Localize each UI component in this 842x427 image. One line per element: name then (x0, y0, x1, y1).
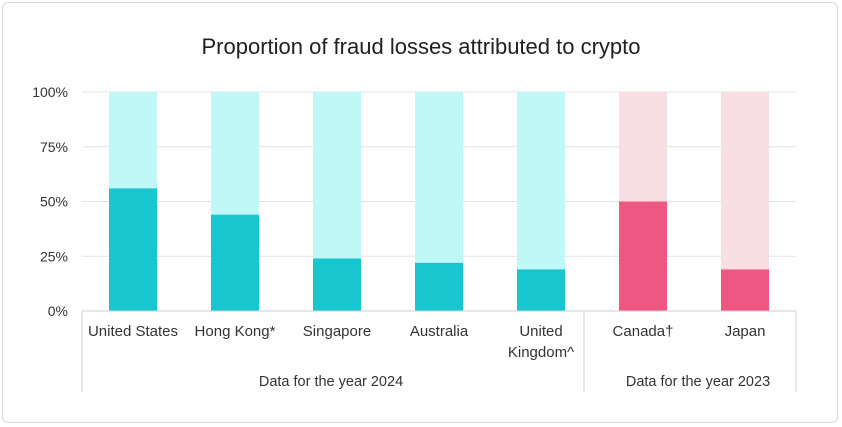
bar-value (517, 269, 565, 311)
x-tick-label: Australia (410, 323, 469, 340)
bar-remainder (517, 92, 565, 270)
x-tick-label: Canada† (613, 323, 674, 340)
bar-remainder (211, 92, 259, 215)
y-tick-label: 100% (32, 84, 68, 100)
y-tick-label: 50% (40, 194, 68, 210)
bar-value (619, 201, 667, 311)
x-tick-label: Japan (725, 323, 766, 340)
chart-title: Proportion of fraud losses attributed to… (201, 34, 641, 59)
bar-remainder (721, 92, 769, 270)
bar-value (211, 214, 259, 311)
bar-remainder (313, 92, 361, 259)
bar-value (415, 262, 463, 311)
bar-value (109, 188, 157, 311)
bars (109, 92, 769, 311)
x-axis: United States Hong Kong* Singapore Australi… (82, 310, 796, 361)
group-label: Data for the year 2023 (626, 374, 770, 390)
y-tick-label: 25% (40, 248, 68, 264)
x-tick-label: Singapore (303, 323, 371, 340)
x-tick-label: Hong Kong* (195, 323, 276, 340)
y-tick-label: 0% (48, 303, 68, 319)
bar-remainder (415, 92, 463, 263)
group-labels: Data for the year 2024 Data for the year … (81, 311, 797, 392)
x-tick-label: Kingdom^ (508, 344, 574, 361)
y-tick-label: 75% (40, 139, 68, 155)
group-label: Data for the year 2024 (259, 374, 403, 390)
bar-remainder (619, 92, 667, 202)
y-axis: 0% 25% 50% 75% 100% (32, 84, 68, 319)
x-tick-label: United (519, 323, 562, 340)
bar-value (313, 258, 361, 311)
x-tick-label: United States (88, 323, 178, 340)
bar-remainder (109, 92, 157, 189)
bar-value (721, 269, 769, 311)
